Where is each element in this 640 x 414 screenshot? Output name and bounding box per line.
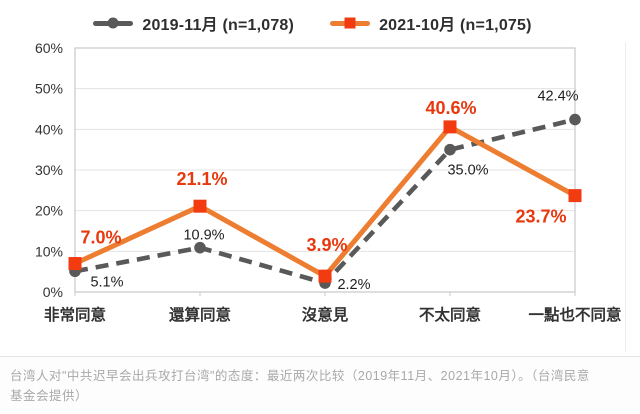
y-tick-label: 30% (35, 162, 63, 178)
data-point-label: 10.9% (183, 228, 224, 244)
legend-label-2021: 2021-10月 (n=1,075) (379, 17, 532, 34)
photo-caption: 台湾人对"中共迟早会出兵攻打台湾"的态度：最近两次比较（2019年11月、202… (10, 369, 590, 403)
y-tick-label: 60% (35, 40, 63, 56)
data-marker-circle (569, 113, 581, 126)
data-point-label: 7.0% (80, 228, 121, 248)
y-tick-label: 20% (35, 203, 63, 219)
y-tick-label: 10% (35, 243, 63, 259)
x-category-label: 還算同意 (169, 305, 231, 324)
y-tick-label: 50% (35, 81, 63, 97)
data-point-label: 3.9% (306, 235, 347, 255)
data-marker-square (68, 257, 82, 271)
data-point-label: 21.1% (176, 169, 227, 189)
survey-line-chart: 0% 10% 20% 30% 40% 50% 60% 非常同意 還算同意 沒意見 不太同意 一點也不同… (0, 0, 640, 356)
series-line-2019 (74, 117, 576, 286)
line-chart-plot: 0% 10% 20% 30% 40% 50% 60% 非常同意 還算同意 沒意見 不太同意 一點也不同… (35, 40, 626, 352)
x-category-label: 一點也不同意 (528, 305, 621, 324)
x-category-label: 非常同意 (44, 305, 106, 324)
chart-legend: 2019-11月 (n=1,078) 2021-10月 (n=1,075) (0, 8, 625, 38)
data-point-label: 35.0% (447, 163, 488, 179)
legend-item-2019: 2019-11月 (n=1,078) (93, 11, 294, 35)
data-marker-square (193, 199, 207, 213)
data-marker-circle (194, 241, 206, 254)
y-tick-label: 40% (35, 121, 63, 137)
x-category-label: 不太同意 (419, 305, 481, 324)
legend-label-2019: 2019-11月 (n=1,078) (142, 17, 295, 34)
photo-caption-area: 台湾人对"中共迟早会出兵攻打台湾"的态度：最近两次比较（2019年11月、202… (0, 356, 640, 414)
data-point-label: 5.1% (90, 274, 123, 290)
data-marker-square (568, 189, 582, 203)
y-tick-label: 0% (43, 284, 63, 300)
legend-marker-2019-circle-icon (93, 20, 134, 26)
legend-marker-2021-square-icon (330, 20, 371, 26)
data-marker-square (443, 120, 457, 134)
data-marker-square (318, 269, 332, 283)
data-marker-circle (444, 143, 456, 156)
data-point-label: 2.2% (337, 277, 370, 293)
data-point-label: 40.6% (425, 98, 476, 118)
x-category-label: 沒意見 (302, 305, 349, 324)
legend-item-2021: 2021-10月 (n=1,075) (330, 11, 532, 35)
data-point-label: 42.4% (537, 89, 578, 105)
data-point-label: 23.7% (515, 207, 566, 227)
